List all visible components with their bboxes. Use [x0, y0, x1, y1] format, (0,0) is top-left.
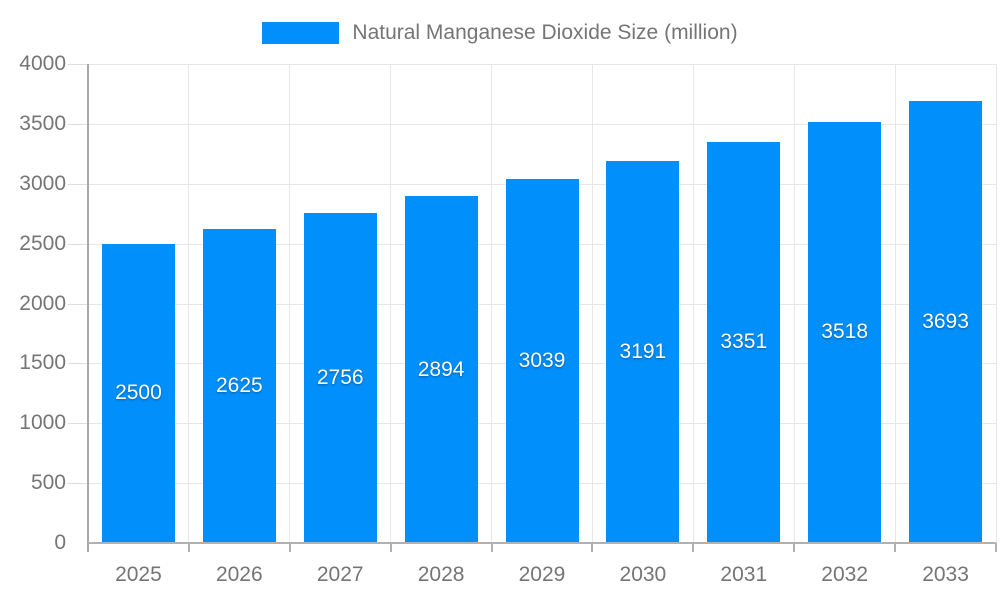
x-gridline — [390, 64, 392, 543]
y-axis-tick — [68, 483, 88, 485]
x-gridline — [591, 64, 593, 543]
x-gridline — [995, 64, 997, 543]
x-axis-label: 2030 — [619, 563, 667, 586]
x-axis-label: 2031 — [720, 563, 768, 586]
y-gridline — [88, 64, 996, 65]
x-axis-tick — [288, 543, 291, 552]
bar[interactable] — [808, 121, 882, 542]
x-axis-label: 2026 — [215, 563, 263, 586]
x-gridline — [692, 64, 694, 543]
bar[interactable] — [404, 196, 478, 542]
x-axis-tick — [591, 543, 594, 552]
x-axis-label: 2033 — [922, 563, 969, 586]
y-axis-label: 4000 — [19, 52, 66, 75]
y-axis-label: 1500 — [19, 351, 66, 375]
y-axis-tick — [68, 303, 88, 305]
legend-swatch-icon — [262, 22, 340, 44]
y-axis-tick — [68, 64, 88, 65]
y-gridline — [88, 123, 996, 125]
bar[interactable] — [303, 212, 377, 542]
y-axis-label: 3000 — [19, 171, 66, 195]
y-axis-label: 0 — [54, 531, 66, 554]
x-axis-label: 2025 — [115, 563, 162, 586]
bar[interactable] — [101, 243, 175, 542]
x-axis-line — [88, 542, 996, 544]
bar[interactable] — [909, 100, 983, 542]
y-axis-tick — [68, 243, 88, 245]
x-gridline — [491, 64, 493, 543]
x-axis-label: 2032 — [821, 563, 869, 586]
x-gridline — [894, 64, 896, 543]
y-axis-tick — [68, 363, 88, 365]
bar[interactable] — [505, 179, 579, 542]
y-axis-label: 1000 — [19, 411, 66, 435]
x-axis-tick — [490, 543, 493, 552]
x-gridline — [289, 64, 291, 543]
bar[interactable] — [707, 141, 781, 542]
x-gridline — [793, 64, 795, 543]
y-axis-line — [87, 64, 89, 552]
y-axis-tick — [68, 183, 88, 185]
x-axis-tick — [692, 543, 695, 552]
y-axis-label: 2500 — [19, 231, 66, 255]
x-axis-tick — [894, 543, 897, 552]
legend[interactable]: Natural Manganese Dioxide Size (million) — [0, 20, 1000, 46]
y-axis-tick — [68, 423, 88, 425]
x-axis-label: 2027 — [316, 563, 364, 586]
x-axis-label: 2028 — [417, 563, 465, 586]
x-axis-tick — [389, 543, 392, 552]
x-axis-label: 2029 — [518, 563, 566, 586]
y-axis-label: 3500 — [19, 111, 66, 135]
legend-label: Natural Manganese Dioxide Size (million) — [352, 21, 738, 44]
x-axis-tick — [995, 543, 997, 552]
bar[interactable] — [202, 228, 276, 542]
x-axis-tick — [793, 543, 796, 552]
y-axis-label: 2000 — [19, 291, 66, 315]
x-axis-tick — [187, 543, 190, 552]
x-gridline — [188, 64, 190, 543]
bar[interactable] — [606, 160, 680, 542]
y-axis-label: 500 — [30, 471, 66, 495]
y-axis-tick — [68, 123, 88, 125]
